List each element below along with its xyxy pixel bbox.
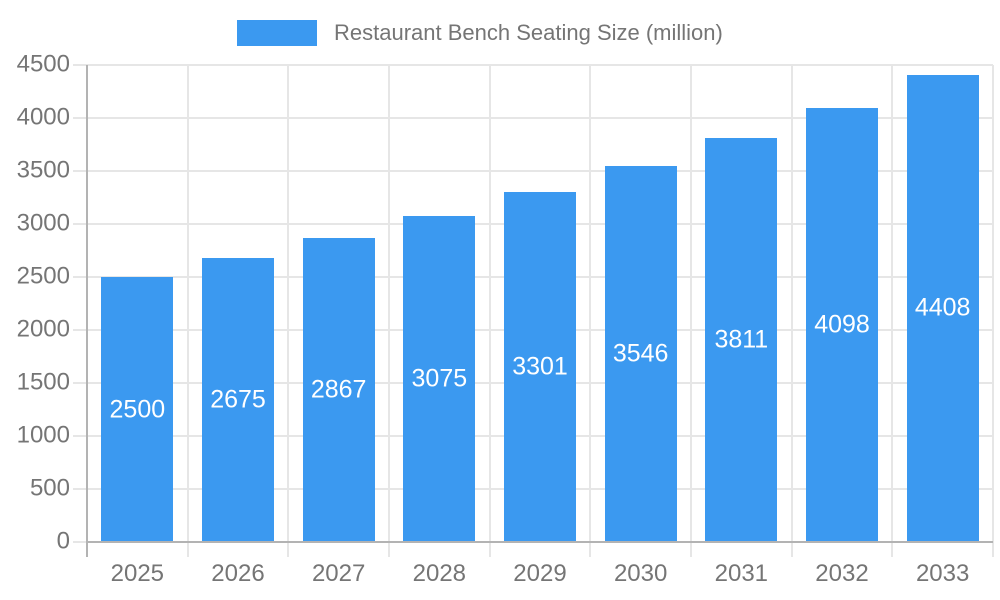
bar-value-label: 3811 — [714, 325, 769, 354]
x-gridline — [690, 65, 692, 557]
bar-value-label: 3075 — [411, 364, 468, 393]
y-axis-tick-label: 2000 — [16, 315, 70, 343]
bar-2030[interactable] — [604, 166, 677, 542]
bar-2032[interactable] — [806, 107, 878, 542]
chart-legend: Restaurant Bench Seating Size (million) — [237, 20, 723, 46]
bar-value-label: 2675 — [210, 385, 266, 414]
x-axis-tick-label: 2029 — [513, 560, 567, 587]
x-axis-tick-label: 2025 — [110, 560, 165, 587]
bar-value-label: 3546 — [612, 339, 669, 368]
x-axis-tick-label: 2033 — [915, 560, 970, 587]
x-axis-tick-label: 2032 — [815, 560, 869, 587]
bar-2025[interactable] — [101, 277, 174, 542]
x-gridline — [891, 65, 894, 557]
bar-2027[interactable] — [302, 238, 375, 542]
bar-2031[interactable] — [705, 138, 778, 542]
y-axis-line — [86, 65, 88, 557]
bar-2029[interactable] — [504, 192, 576, 542]
bar-2033[interactable] — [906, 74, 979, 542]
y-axis-tick-label: 500 — [29, 474, 70, 502]
y-axis-tick-label: 3500 — [16, 156, 70, 184]
bar-2028[interactable] — [403, 216, 476, 542]
x-axis-tick-label: 2028 — [412, 560, 467, 587]
x-axis-tick-label: 2026 — [211, 560, 265, 587]
x-axis-tick-label: 2031 — [714, 560, 769, 587]
x-axis-tick-label: 2030 — [613, 560, 668, 587]
legend-swatch — [237, 20, 317, 46]
y-gridline — [73, 64, 993, 66]
x-axis-tick-label: 2027 — [311, 560, 366, 587]
y-axis-tick-label: 1500 — [16, 368, 70, 396]
legend-label: Restaurant Bench Seating Size (million) — [334, 20, 723, 45]
x-gridline — [287, 65, 290, 557]
y-gridline — [73, 170, 993, 172]
y-axis-tick-label: 3000 — [16, 209, 70, 237]
y-axis-tick-label: 4500 — [16, 50, 70, 78]
y-axis-tick-label: 4000 — [16, 103, 70, 131]
y-axis-tick-label: 1000 — [16, 421, 70, 449]
y-axis-tick-label: 2500 — [16, 262, 70, 290]
x-gridline — [186, 65, 189, 557]
x-gridline — [488, 65, 491, 557]
x-gridline — [589, 65, 592, 557]
bar-value-label: 4408 — [914, 293, 971, 322]
x-gridline — [992, 65, 994, 557]
x-gridline — [790, 65, 793, 557]
x-gridline — [388, 65, 390, 557]
bar-value-label: 2867 — [310, 375, 367, 404]
y-gridline — [73, 117, 993, 119]
x-axis-line — [87, 541, 993, 543]
bar-value-label: 3301 — [512, 352, 568, 381]
y-axis-tick-label: 0 — [56, 527, 70, 555]
bar-value-label: 4098 — [814, 310, 870, 339]
bar-2026[interactable] — [202, 258, 274, 542]
bar-value-label: 2500 — [109, 395, 166, 423]
